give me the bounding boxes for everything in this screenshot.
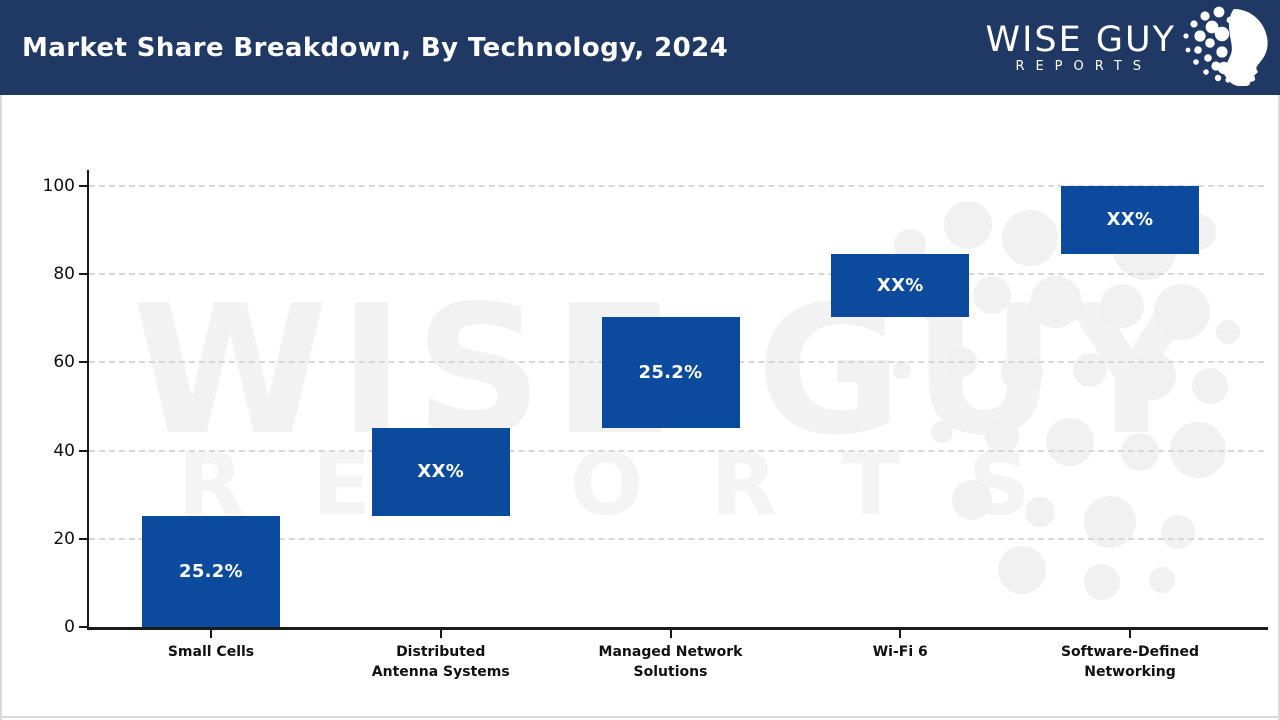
x-axis-label-managed-network-solutions: Managed Network Solutions (541, 642, 801, 682)
x-axis-label-wi-fi-6: Wi-Fi 6 (770, 642, 1030, 662)
y-axis-tick-label: 40 (53, 440, 75, 461)
y-axis-tick-mark (79, 185, 89, 187)
y-axis-tick-label: 100 (42, 176, 75, 196)
x-axis-label-line: Small Cells (167, 644, 255, 660)
y-axis-tick-label: 20 (53, 528, 75, 549)
header-bar: Market Share Breakdown, By Technology, 2… (0, 0, 1280, 95)
x-axis-label-line: Solutions (633, 664, 708, 680)
frame-edge-right (1278, 95, 1280, 720)
x-axis-label-line: Distributed (396, 644, 486, 660)
x-axis-label-line: Wi-Fi 6 (872, 644, 928, 660)
bar-small-cells: 25.2% (142, 515, 280, 627)
y-axis-tick-label: 0 (64, 617, 75, 637)
dotted-head-logo-icon (1178, 6, 1270, 90)
wise-guy-reports-logo: WISE GUY REPORTS (985, 6, 1270, 90)
x-axis-label-line: Networking (1084, 664, 1176, 680)
x-axis-label-small-cells: Small Cells (81, 642, 341, 662)
bar-value-label: XX% (876, 274, 924, 296)
x-axis-tick-mark (210, 630, 212, 638)
gridline-y-100 (89, 185, 1264, 187)
logo-subtitle: REPORTS (1015, 58, 1153, 74)
watermark-subtitle: REPORTS (178, 435, 1099, 535)
x-axis-tick-mark (439, 630, 442, 638)
bar-managed-network-solutions: 25.2% (601, 316, 740, 428)
y-axis-tick-mark (79, 361, 89, 364)
x-axis-tick-mark (669, 630, 672, 638)
watermark-dotted-head-icon (840, 198, 1240, 604)
x-axis-label-distributed-antenna-systems: Distributed Antenna Systems (311, 642, 571, 682)
y-axis-tick-mark (79, 537, 89, 540)
y-axis-tick-label: 80 (53, 264, 75, 285)
x-axis-label-line: Managed Network (598, 644, 743, 660)
x-axis-tick-mark (899, 630, 902, 638)
plot-area: 0 20 40 60 80 100 25.2% Small Cells XX% Distribut… (0, 95, 1280, 720)
bar-wi-fi-6: XX% (831, 253, 970, 317)
frame-edge-bottom (0, 716, 1280, 718)
gridline-y-40 (89, 449, 1264, 452)
gridline-y-80 (89, 273, 1264, 276)
bar-distributed-antenna-systems: XX% (371, 427, 510, 516)
gridline-y-20 (89, 537, 1264, 540)
y-axis-tick-mark (79, 626, 89, 628)
bar-value-label: 25.2% (179, 560, 243, 582)
y-axis-tick-mark (79, 273, 89, 276)
y-axis-tick-label: 60 (53, 352, 75, 373)
bar-software-defined-networking: XX% (1061, 186, 1199, 254)
y-axis-line (87, 170, 89, 630)
y-axis-tick-mark (79, 449, 89, 452)
bar-value-label: 25.2% (638, 361, 703, 383)
x-axis-label-line: Software-Defined (1060, 644, 1200, 660)
x-axis-label-line: Antenna Systems (371, 664, 510, 680)
x-axis-label-software-defined-networking: Software-Defined Networking (1000, 642, 1260, 682)
chart-title: Market Share Breakdown, By Technology, 2… (22, 32, 729, 63)
x-axis-tick-mark (1129, 630, 1131, 638)
frame-edge-left (0, 95, 2, 720)
bar-value-label: XX% (417, 461, 465, 483)
bar-value-label: XX% (1106, 209, 1154, 231)
x-axis-line (87, 627, 1268, 630)
logo-text: WISE GUY REPORTS (985, 21, 1176, 75)
logo-wordmark: WISE GUY (985, 19, 1176, 60)
